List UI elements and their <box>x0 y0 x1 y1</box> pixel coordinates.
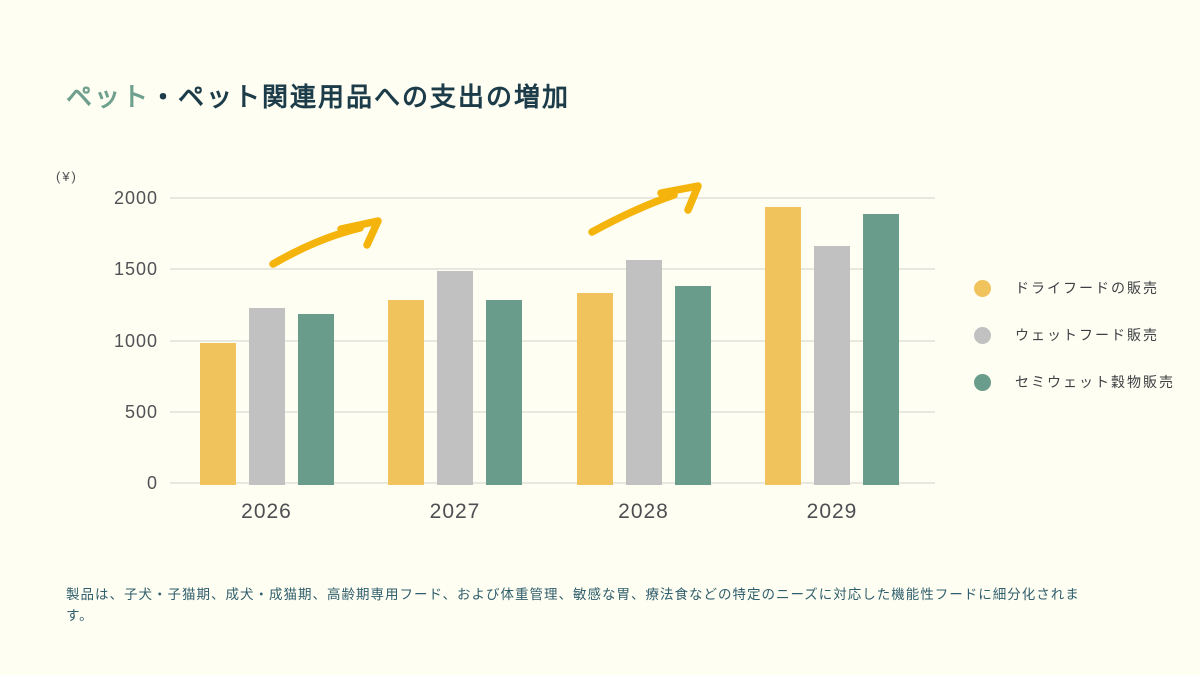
legend-dot-icon <box>974 373 991 391</box>
bar-series2-2029 <box>814 245 850 485</box>
gridline-2000 <box>170 197 935 199</box>
y-tick-label-2000: 2000 <box>113 188 158 208</box>
y-axis-unit-label: (¥) <box>56 169 78 184</box>
bar-series1-2026 <box>199 342 236 485</box>
gridline-1000 <box>170 339 935 342</box>
gridline-1500 <box>170 268 935 271</box>
bar-series2-2027 <box>437 271 473 485</box>
bar-series2-2028 <box>625 259 662 485</box>
x-tick-label-2028: 2028 <box>618 500 669 523</box>
bar-series1-2029 <box>765 207 801 485</box>
footer-note: 製品は、子犬・子猫期、成犬・成猫期、高齢期専用フード、および体重管理、敏感な胃、… <box>66 586 1080 624</box>
legend-label: セミウェット穀物販売 <box>1015 374 1175 390</box>
legend-item-1: ドライフードの販売 <box>974 279 1175 297</box>
bar-series1-2028 <box>576 292 613 485</box>
x-tick-label-2029: 2029 <box>806 500 858 523</box>
y-tick-label-0: 0 <box>146 473 158 493</box>
legend-label: ドライフードの販売 <box>1015 280 1159 296</box>
y-tick-label-500: 500 <box>124 401 158 422</box>
x-tick-label-2027: 2027 <box>429 500 481 523</box>
legend: ドライフードの販売 ウェットフード販売 セミウェット穀物販売 <box>974 279 1175 420</box>
bar-series3-2027 <box>486 299 522 485</box>
x-tick-label-2026: 2026 <box>241 500 292 523</box>
gridline-500 <box>170 410 935 413</box>
legend-item-2: ウェットフード販売 <box>974 326 1175 344</box>
y-tick-label-1000: 1000 <box>113 330 158 351</box>
plot-area <box>170 197 935 485</box>
legend-dot-icon <box>974 326 991 344</box>
gridline-0 <box>170 482 935 484</box>
page-title-rest: ・ペット関連用品への支出の増加 <box>150 82 571 113</box>
page-title-accent: ペット <box>66 82 151 113</box>
bar-series1-2027 <box>388 299 424 485</box>
legend-dot-icon <box>974 279 991 297</box>
legend-item-3: セミウェット穀物販売 <box>974 373 1175 391</box>
bar-series3-2028 <box>674 285 711 485</box>
bar-series3-2029 <box>863 214 899 485</box>
bar-series2-2026 <box>248 308 285 485</box>
legend-label: ウェットフード販売 <box>1015 327 1159 343</box>
bar-series3-2026 <box>297 314 334 485</box>
page-title: ペット・ペット関連用品への支出の増加 <box>66 77 570 114</box>
y-tick-label-1500: 1500 <box>113 259 158 280</box>
